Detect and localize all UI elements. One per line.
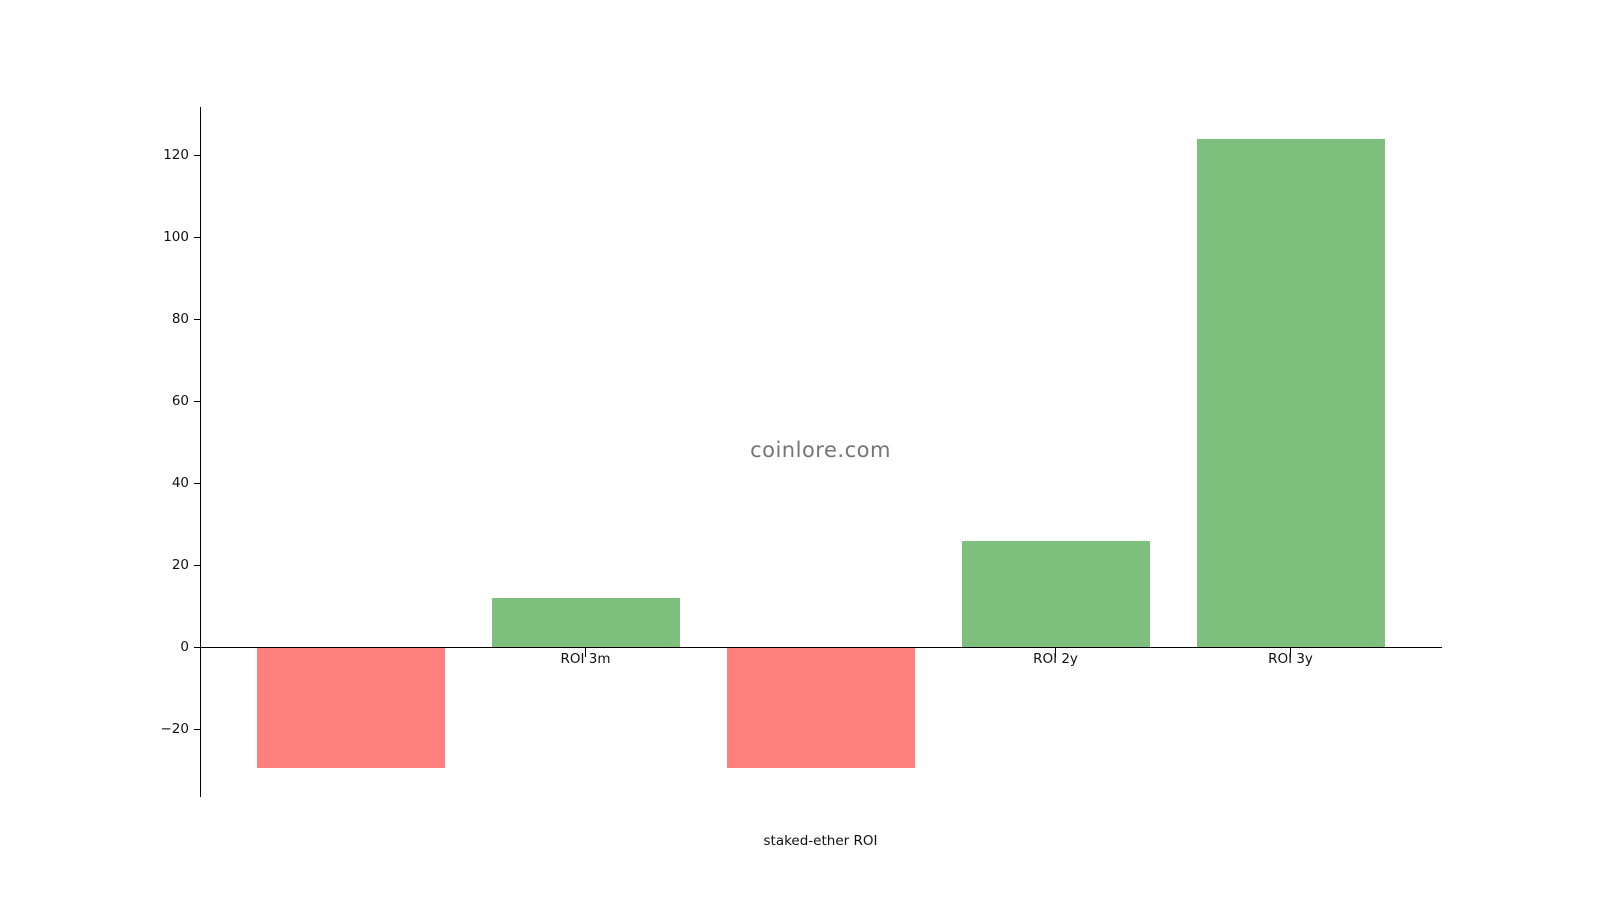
y-tick-mark xyxy=(193,236,200,239)
y-tick-label: 0 xyxy=(180,639,189,655)
x-axis-title: staked-ether ROI xyxy=(763,833,878,849)
y-tick-label: −20 xyxy=(160,721,190,737)
y-tick-label: 20 xyxy=(171,557,189,573)
y-tick-mark xyxy=(193,400,200,403)
bar-roi-3y xyxy=(1196,139,1385,648)
y-tick-mark xyxy=(193,646,200,649)
y-axis-line xyxy=(200,107,202,797)
y-tick-label: 120 xyxy=(163,147,189,163)
watermark-text: coinlore.com xyxy=(750,438,891,462)
y-tick-mark xyxy=(193,482,200,485)
bar-neg-0 xyxy=(256,647,445,769)
y-tick-label: 60 xyxy=(171,393,189,409)
y-tick-mark xyxy=(193,564,200,567)
x-tick-mark xyxy=(1054,647,1057,657)
y-tick-mark xyxy=(193,154,200,157)
y-tick-label: 80 xyxy=(171,311,189,327)
x-tick-label: ROI 3m xyxy=(560,651,611,667)
x-tick-mark xyxy=(1289,647,1292,657)
y-tick-label: 40 xyxy=(171,475,189,491)
bar-roi-2y xyxy=(961,540,1150,648)
x-tick-label: ROI 3y xyxy=(1268,651,1313,667)
y-tick-mark xyxy=(193,728,200,731)
x-tick-mark xyxy=(584,647,587,657)
x-tick-label: ROI 2y xyxy=(1033,651,1078,667)
x-axis-line xyxy=(200,646,1442,649)
bar-neg-2 xyxy=(726,647,915,769)
y-tick-mark xyxy=(193,318,200,321)
y-tick-label: 100 xyxy=(163,229,189,245)
bar-roi-3m xyxy=(491,598,680,648)
